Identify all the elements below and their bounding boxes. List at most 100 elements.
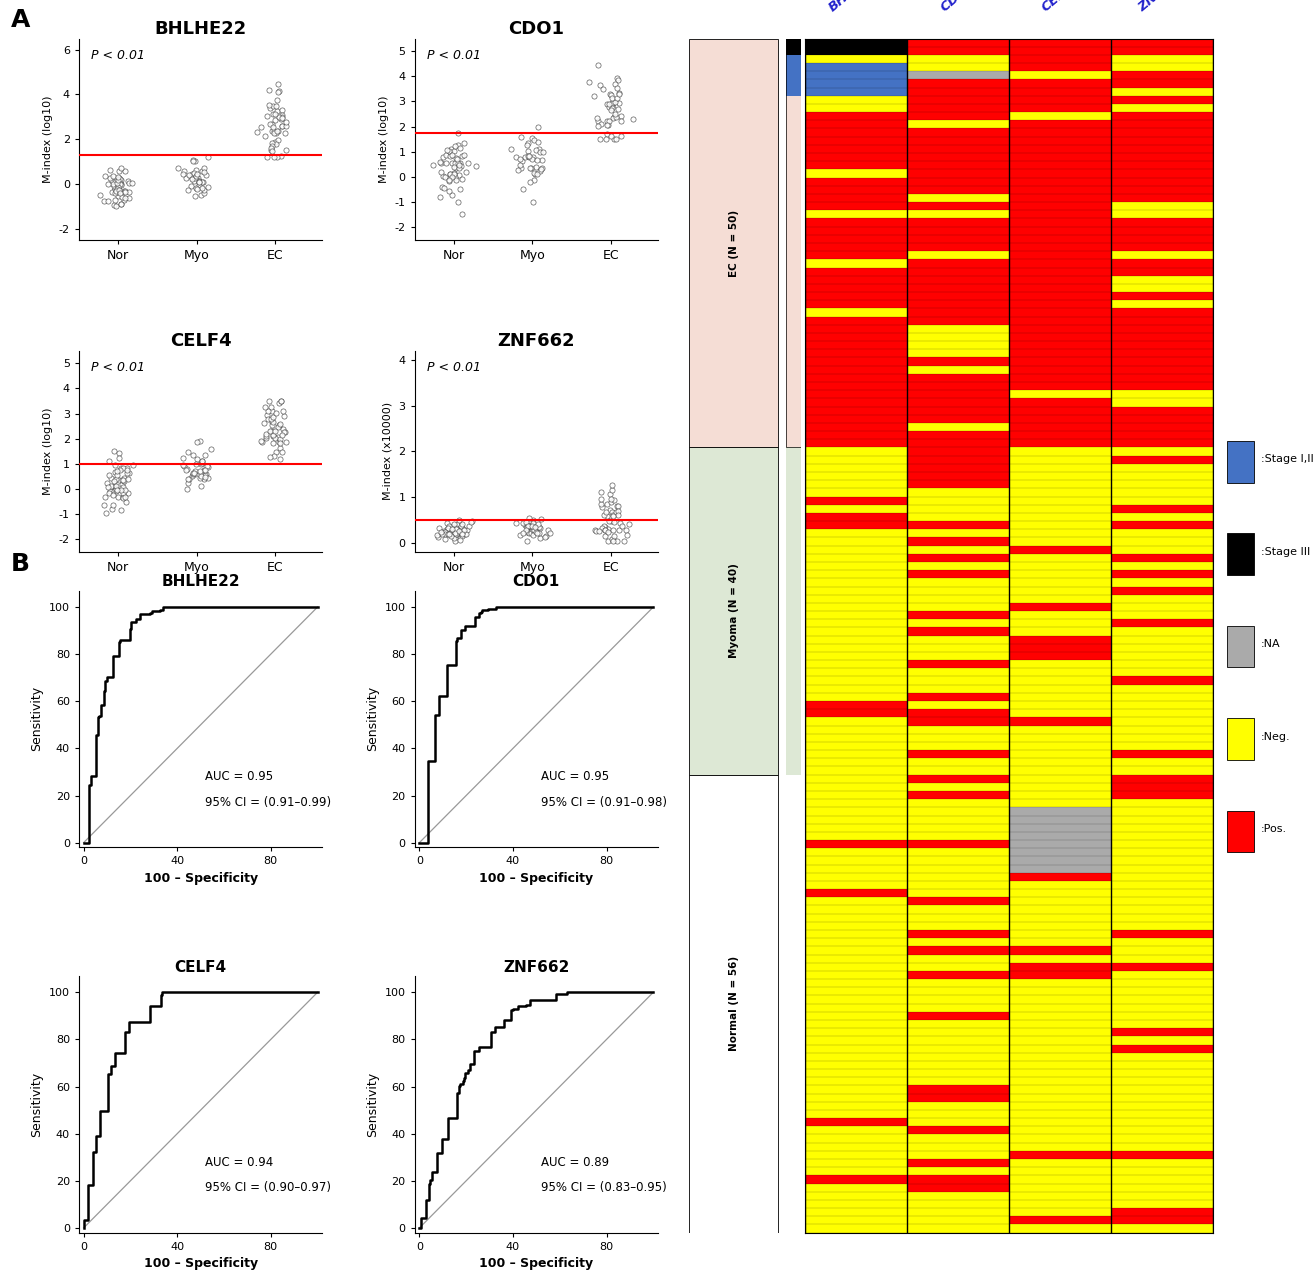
Point [603, 506, 624, 526]
Text: AUC = 0.89: AUC = 0.89 [541, 1156, 609, 1168]
Bar [1009, 1019, 1111, 1028]
Point [108, 443, 129, 464]
Point [522, 514, 544, 534]
Point [270, 390, 291, 411]
Point [515, 520, 536, 541]
Bar [908, 1143, 1009, 1150]
Bar [1111, 553, 1213, 562]
Bar [805, 1019, 908, 1028]
Bar [908, 783, 1009, 791]
Point [99, 465, 120, 485]
Point [591, 497, 612, 517]
Point [509, 525, 530, 546]
Point [182, 168, 203, 189]
Point [104, 440, 125, 461]
Point [449, 520, 470, 541]
Bar [1009, 407, 1111, 415]
Bar [908, 995, 1009, 1004]
Point [528, 514, 549, 534]
Point [537, 520, 558, 541]
Point [597, 521, 619, 542]
Bar [786, 889, 801, 898]
Point [450, 525, 471, 546]
Bar [786, 366, 801, 374]
Bar [1009, 1118, 1111, 1126]
Point [517, 516, 538, 537]
Point [607, 87, 628, 108]
Point [447, 135, 468, 155]
Point [611, 105, 632, 126]
Point [519, 519, 540, 539]
Point [192, 171, 213, 191]
Bar [908, 211, 1009, 218]
Point [521, 149, 542, 169]
Point [271, 390, 292, 411]
Bar [1009, 905, 1111, 914]
Bar [786, 914, 801, 922]
Point [105, 177, 126, 198]
Point [441, 139, 462, 159]
Point [184, 186, 205, 207]
Point [99, 168, 120, 189]
Bar [1111, 87, 1213, 96]
Bar [805, 333, 908, 342]
Point [255, 424, 276, 444]
Bar [1009, 169, 1111, 177]
Bar [786, 636, 801, 643]
Bar [786, 578, 801, 587]
Point [436, 140, 457, 160]
Point [449, 510, 470, 530]
Point [99, 451, 120, 471]
Point [521, 521, 542, 542]
Point [118, 187, 139, 208]
Point [178, 473, 199, 493]
Bar [805, 252, 908, 259]
Point [511, 127, 532, 148]
Bar [908, 824, 1009, 832]
Point [603, 530, 624, 551]
Bar [1009, 276, 1111, 284]
Bar [805, 1012, 908, 1019]
Point [445, 523, 466, 543]
Point [265, 428, 286, 448]
Point [100, 160, 121, 181]
Point [183, 444, 204, 465]
Bar [908, 905, 1009, 914]
Bar [908, 954, 1009, 963]
Point [445, 169, 466, 190]
Bar [1111, 488, 1213, 497]
Point [192, 172, 213, 193]
Bar [908, 1192, 1009, 1201]
Bar [1009, 186, 1111, 194]
Bar [908, 709, 1009, 718]
Bar [1111, 1070, 1213, 1077]
Bar [1009, 252, 1111, 259]
Point [608, 99, 629, 119]
Point [118, 173, 139, 194]
Bar [1111, 529, 1213, 538]
Point [619, 514, 640, 534]
Point [511, 158, 532, 178]
Bar [1111, 677, 1213, 684]
Bar [1009, 1004, 1111, 1012]
Bar [786, 218, 801, 227]
Bar [805, 1208, 908, 1216]
Point [516, 523, 537, 543]
Bar [1009, 980, 1111, 987]
Point [512, 512, 533, 533]
Bar [786, 693, 801, 701]
Point [186, 177, 207, 198]
Bar [1111, 398, 1213, 407]
Bar [908, 96, 1009, 104]
Bar [1009, 832, 1111, 840]
Point [111, 479, 132, 499]
Bar [805, 1094, 908, 1102]
Point [522, 510, 544, 530]
Point [250, 430, 271, 451]
Point [265, 104, 286, 125]
Point [104, 461, 125, 482]
Point [104, 178, 125, 199]
Point [113, 471, 134, 492]
Point [97, 476, 118, 497]
Point [266, 135, 287, 155]
